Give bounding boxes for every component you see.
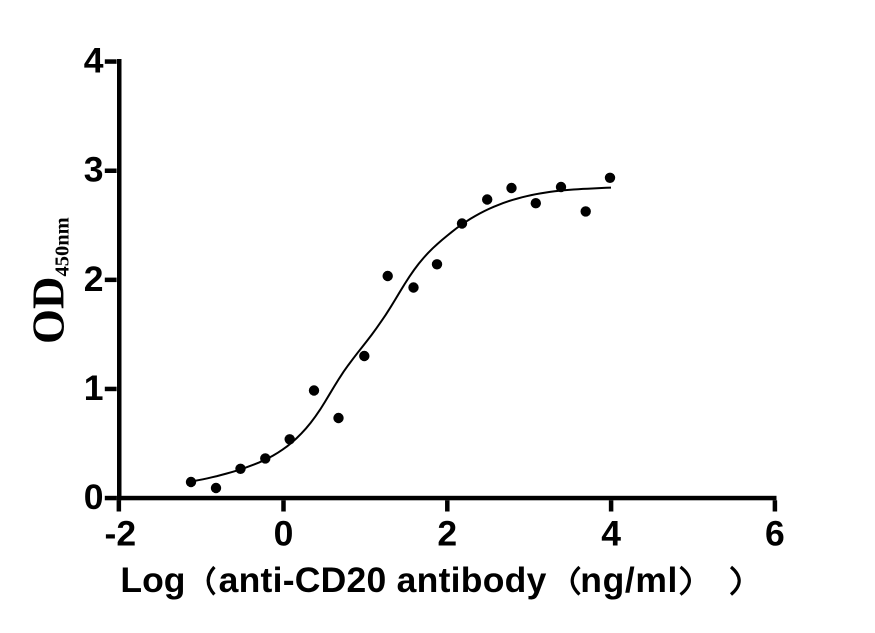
svg-text:4: 4: [84, 41, 104, 81]
svg-text:0: 0: [84, 477, 104, 517]
svg-text:3: 3: [84, 150, 104, 190]
svg-text:2: 2: [437, 514, 457, 554]
svg-text:-2: -2: [105, 514, 137, 554]
svg-text:0: 0: [274, 514, 294, 554]
svg-text:1: 1: [84, 368, 104, 408]
svg-text:ng/ml: ng/ml: [580, 560, 678, 600]
svg-text:Log: Log: [120, 560, 185, 600]
svg-text:anti-CD20 antibody: anti-CD20 antibody: [219, 560, 547, 600]
svg-text:4: 4: [601, 514, 621, 554]
svg-text:2: 2: [84, 259, 104, 299]
svg-text:6: 6: [765, 514, 785, 554]
